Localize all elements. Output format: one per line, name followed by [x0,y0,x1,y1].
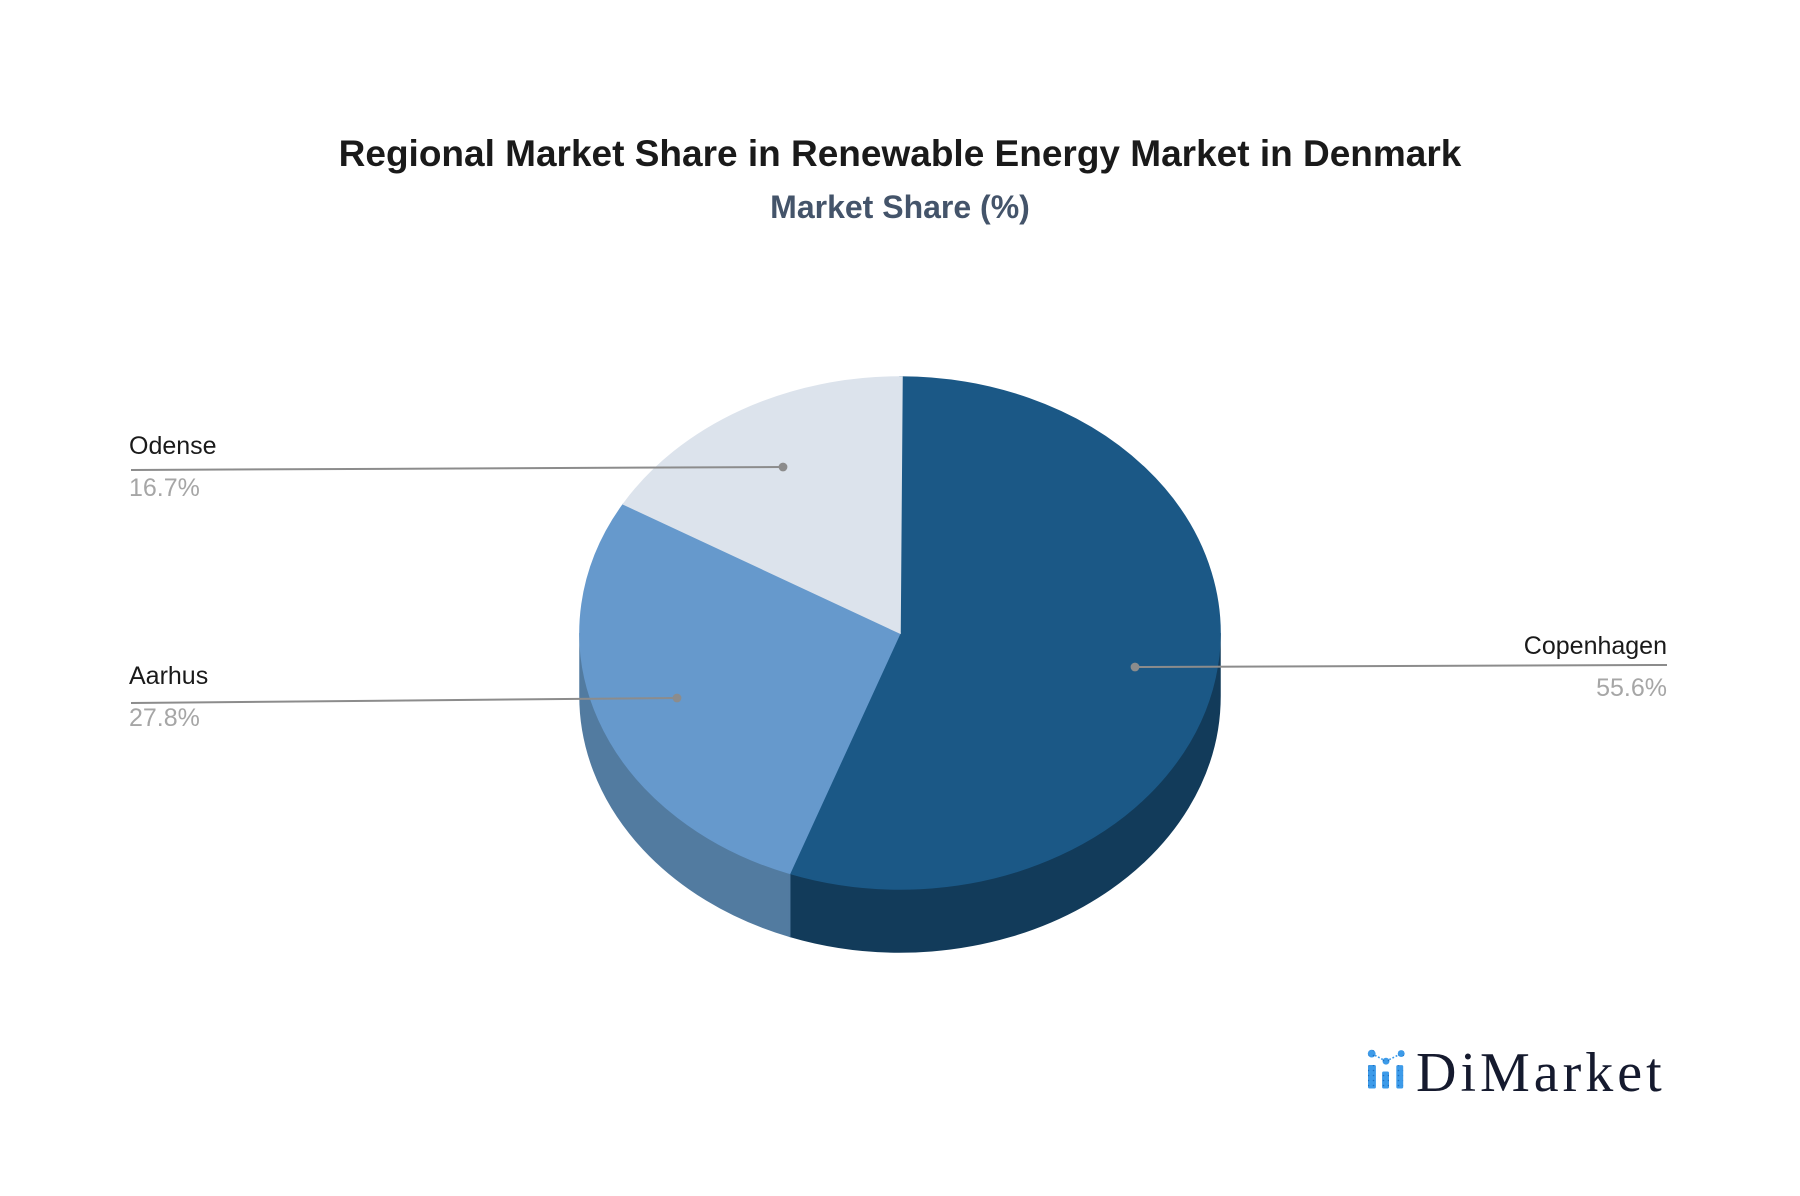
svg-text:DiMarket: DiMarket [1416,1048,1666,1104]
